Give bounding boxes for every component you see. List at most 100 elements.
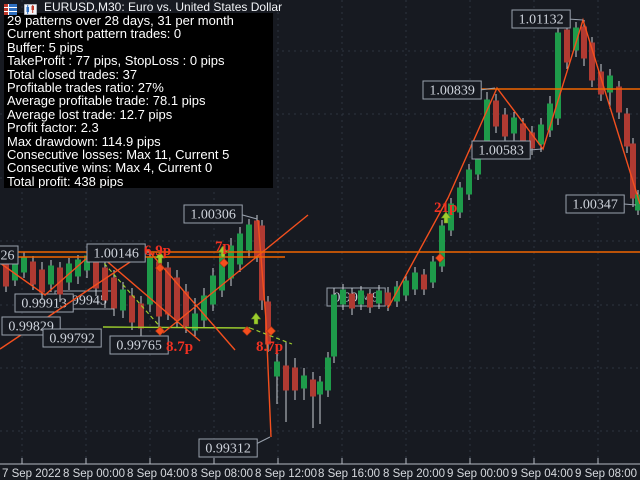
- bull-candle: [325, 357, 331, 391]
- pattern-zigzag-line[interactable]: [0, 250, 201, 342]
- price-label-box[interactable]: [86, 243, 146, 263]
- bear-candle: [283, 365, 289, 391]
- bear-candle: [616, 86, 622, 113]
- bear-candle: [581, 26, 587, 59]
- price-label[interactable]: 1.01132: [519, 13, 564, 28]
- price-label[interactable]: 1.00347: [572, 198, 618, 213]
- bull-candle: [201, 295, 207, 321]
- bear-candle: [589, 42, 595, 81]
- bull-candle: [331, 294, 337, 357]
- stats-line: Current short pattern trades: 0: [7, 26, 182, 42]
- price-label-box[interactable]: [0, 245, 19, 265]
- bear-candle: [520, 123, 526, 144]
- price-label[interactable]: 1.00839: [429, 84, 475, 99]
- time-axis-label: 9 Sep 00:00: [447, 468, 509, 480]
- time-axis-label: 8 Sep 20:00: [383, 468, 445, 480]
- bull-candle: [538, 124, 544, 145]
- price-label-box[interactable]: [198, 438, 258, 458]
- trade-pips-label: 21p: [434, 200, 457, 216]
- pattern-zigzag-line[interactable]: [257, 219, 272, 438]
- market-watch-icon: [4, 2, 17, 15]
- trade-up-arrow-icon: [217, 245, 229, 258]
- stats-line: Average profitable trade: 78.1 pips: [7, 93, 206, 109]
- bull-candle: [376, 290, 382, 304]
- trade-pips-label: 8.7p: [166, 339, 193, 355]
- bull-candle: [237, 233, 243, 265]
- pattern-support-line-dashed[interactable]: [249, 327, 293, 345]
- price-label[interactable]: 1.00583: [478, 144, 524, 159]
- time-axis-label: 8 Sep 16:00: [318, 468, 380, 480]
- bull-candle: [430, 261, 436, 283]
- bull-candle: [394, 286, 400, 302]
- trade-diamond-icon: [435, 253, 445, 263]
- price-label-box[interactable]: [471, 140, 531, 160]
- bear-candle: [493, 100, 499, 127]
- price-label-box[interactable]: [511, 9, 571, 29]
- pattern-support-line[interactable]: [102, 326, 251, 329]
- bear-candle: [183, 291, 189, 327]
- price-label-box[interactable]: [565, 194, 625, 214]
- stats-line: Total profit: 438 pips: [7, 173, 124, 188]
- bull-candle: [317, 381, 323, 395]
- trade-diamond-icon: [219, 258, 229, 268]
- bear-candle: [367, 293, 373, 308]
- bull-candle: [635, 194, 640, 211]
- pattern-support-line-dashed[interactable]: [94, 252, 164, 331]
- bear-candle: [624, 113, 630, 147]
- price-label-box[interactable]: [42, 328, 102, 348]
- price-label-box[interactable]: [422, 80, 482, 100]
- stats-line: Max drawdown: 114.9 pips: [7, 133, 161, 149]
- stats-line: Average lost trade: 12.7 pips: [7, 106, 173, 122]
- bull-candle: [412, 272, 418, 290]
- trade-pips-label: 8.7p: [256, 339, 283, 355]
- price-label-box[interactable]: [109, 335, 169, 355]
- price-label[interactable]: 0.99792: [49, 332, 95, 347]
- bear-candle: [630, 143, 636, 199]
- stats-line: Consecutive wins: Max 4, Current 0: [7, 160, 213, 176]
- stats-line: Consecutive losses: Max 11, Current 5: [7, 147, 230, 163]
- label-leader-line: [255, 436, 271, 445]
- price-label-box[interactable]: [183, 204, 243, 224]
- pattern-zigzag-line[interactable]: [0, 249, 236, 351]
- bull-candle: [21, 257, 27, 273]
- time-axis-area[interactable]: [0, 465, 640, 480]
- bear-candle: [421, 274, 427, 290]
- price-label[interactable]: 0.99913: [21, 297, 67, 312]
- bear-candle: [502, 114, 508, 137]
- time-axis-label: 7 Sep 2022: [2, 468, 61, 480]
- bear-candle: [102, 267, 108, 301]
- stats-line: Profitable trades ratio: 27%: [7, 80, 164, 96]
- bull-candle: [192, 313, 198, 331]
- time-axis-label: 9 Sep 04:00: [511, 468, 573, 480]
- price-label[interactable]: 0.99829: [8, 320, 54, 335]
- bear-candle: [564, 29, 570, 63]
- stats-line: Total closed trades: 37: [7, 66, 138, 82]
- bull-candle: [607, 75, 613, 93]
- price-label[interactable]: 26: [1, 249, 15, 264]
- ea-stats-panel: 29 patterns over 28 days, 31 per month Cu…: [4, 13, 273, 188]
- bull-candle: [246, 224, 252, 251]
- bull-candle: [573, 27, 579, 51]
- trade-pips-label: 7p: [215, 239, 231, 255]
- bear-candle: [39, 269, 45, 293]
- time-axis-label: 8 Sep 08:00: [191, 468, 253, 480]
- price-label[interactable]: 1.00306: [190, 208, 236, 223]
- trade-diamond-icon: [155, 263, 165, 273]
- stats-line: 29 patterns over 28 days, 31 per month: [7, 13, 234, 28]
- pattern-zigzag-line[interactable]: [162, 214, 309, 334]
- bull-candle: [403, 280, 409, 296]
- price-label[interactable]: 0.99765: [116, 339, 162, 354]
- bull-candle: [511, 117, 517, 134]
- bull-candle: [457, 187, 463, 213]
- bear-candle: [138, 303, 144, 329]
- trade-diamond-icon: [266, 326, 276, 336]
- bear-candle: [30, 261, 36, 285]
- price-label[interactable]: 0.99312: [205, 442, 251, 457]
- time-axis-label: 8 Sep 04:00: [127, 468, 189, 480]
- pattern-zigzag-line[interactable]: [387, 17, 640, 309]
- trade-up-arrow-icon: [250, 312, 262, 325]
- stats-line: Profit factor: 2.3: [7, 120, 99, 136]
- price-label[interactable]: 1.00146: [93, 247, 139, 262]
